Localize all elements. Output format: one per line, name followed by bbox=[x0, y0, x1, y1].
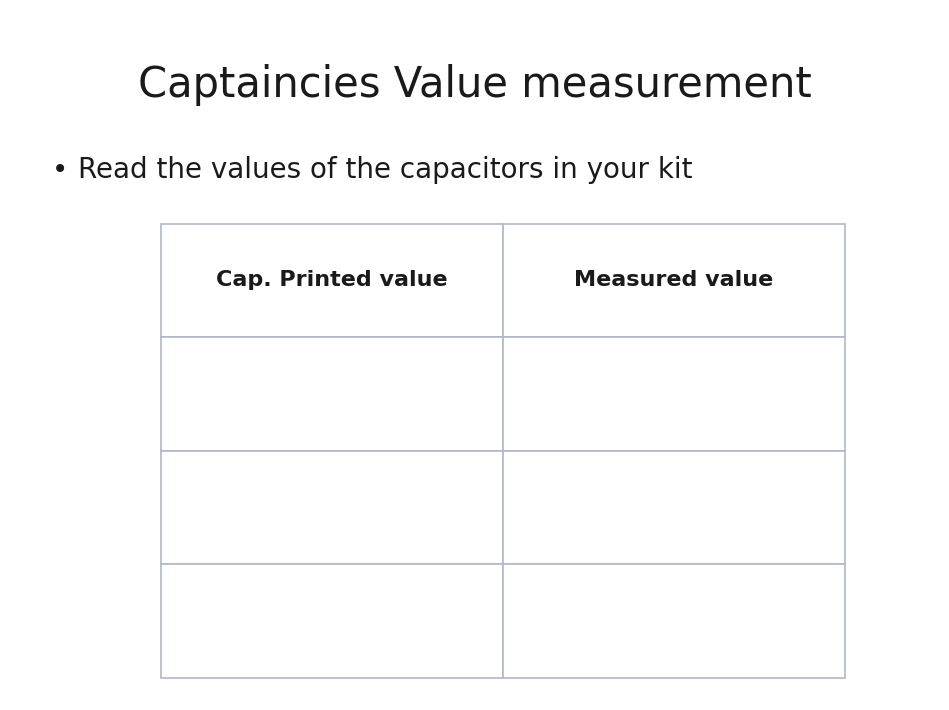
Bar bbox=[503, 337, 845, 451]
Bar bbox=[161, 224, 503, 337]
Text: Measured value: Measured value bbox=[574, 271, 773, 290]
Text: Captaincies Value measurement: Captaincies Value measurement bbox=[138, 64, 811, 106]
Bar bbox=[161, 451, 503, 564]
Bar bbox=[161, 564, 503, 678]
Text: Cap. Printed value: Cap. Printed value bbox=[216, 271, 448, 290]
Text: •: • bbox=[52, 156, 68, 185]
Bar bbox=[503, 451, 845, 564]
Bar bbox=[161, 337, 503, 451]
Bar bbox=[503, 224, 845, 337]
Bar bbox=[503, 564, 845, 678]
Text: Read the values of the capacitors in your kit: Read the values of the capacitors in you… bbox=[78, 156, 693, 185]
